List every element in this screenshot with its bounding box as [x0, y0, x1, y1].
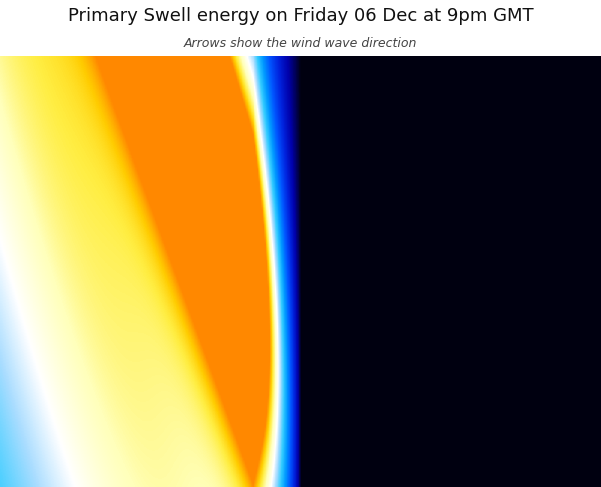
Text: Primary Swell energy on Friday 06 Dec at 9pm GMT: Primary Swell energy on Friday 06 Dec at… — [68, 7, 533, 25]
Text: Arrows show the wind wave direction: Arrows show the wind wave direction — [184, 37, 417, 50]
